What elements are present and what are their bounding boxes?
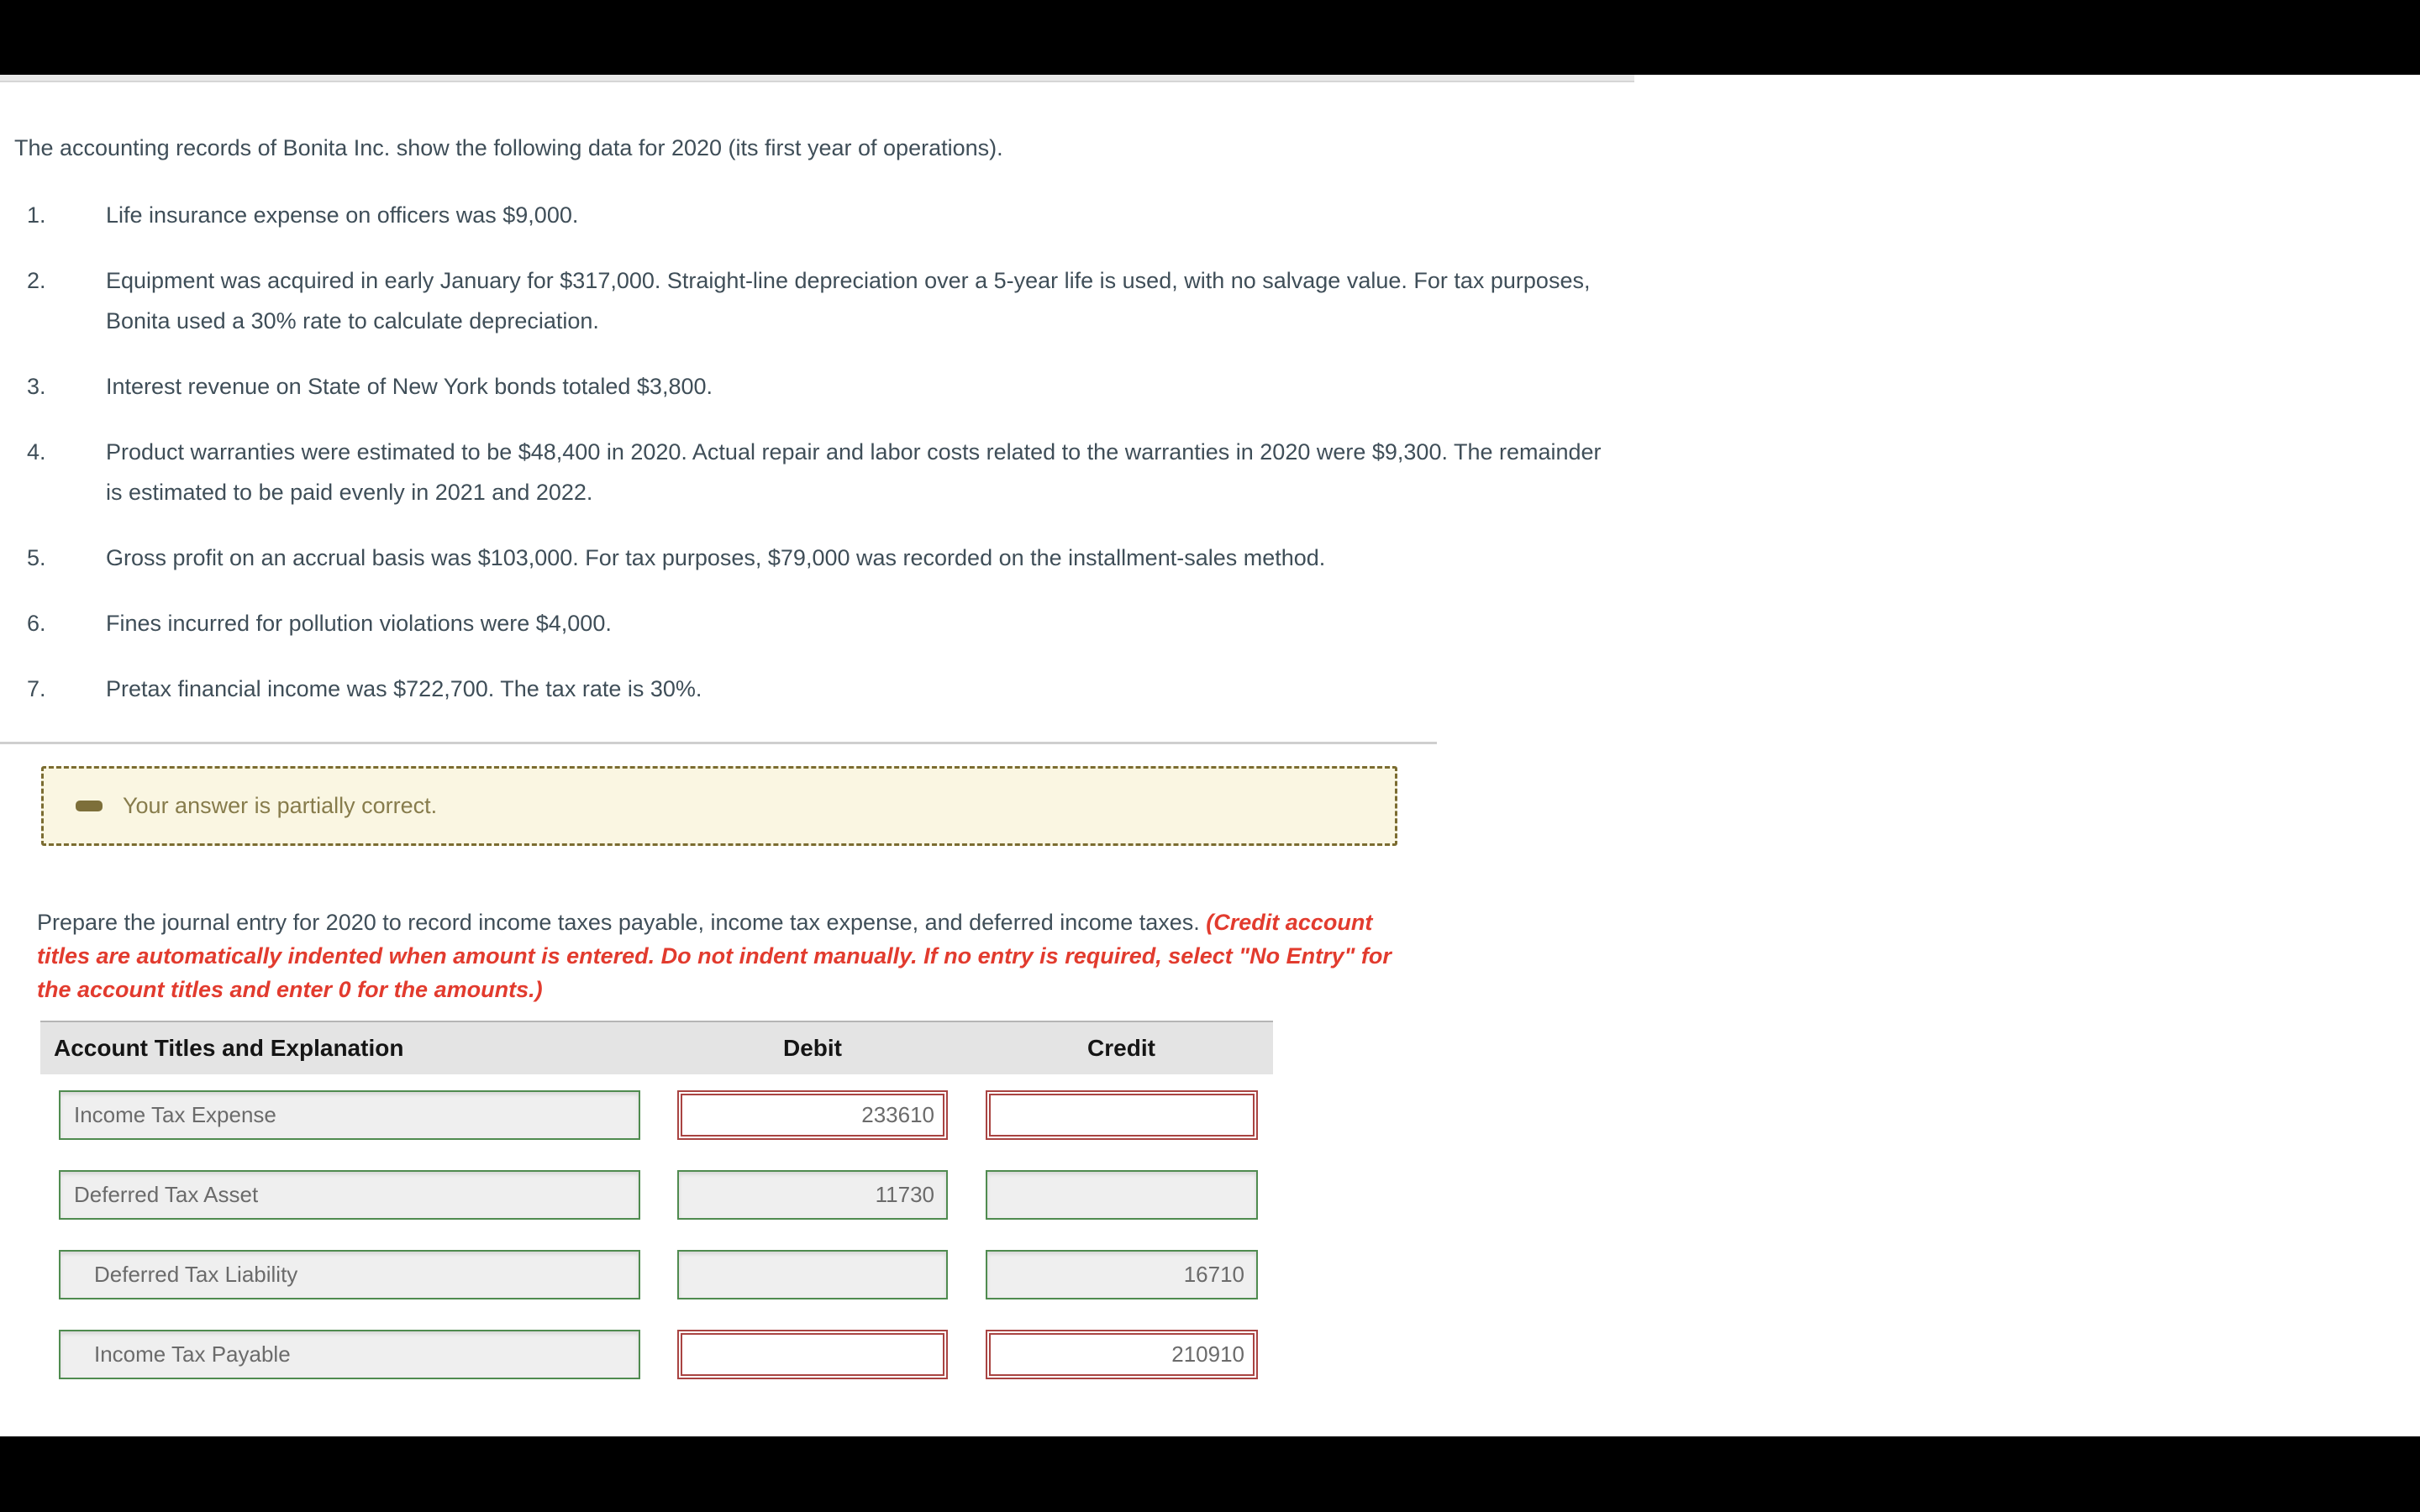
fact-item-7: 7. Pretax financial income was $722,700.… [27,669,1610,709]
bottom-letterbox-bar [0,1436,2420,1512]
fact-text: Product warranties were estimated to be … [106,439,1602,505]
credit-amount-input[interactable]: 16710 [986,1250,1258,1299]
credit-amount-input[interactable] [986,1170,1258,1220]
instruction-normal-text: Prepare the journal entry for 2020 to re… [37,910,1207,935]
minus-icon [76,801,103,811]
fact-item-6: 6. Fines incurred for pollution violatio… [27,603,1610,643]
fact-text: Interest revenue on State of New York bo… [106,374,713,399]
fact-text: Gross profit on an accrual basis was $10… [106,545,1326,570]
debit-amount-input[interactable]: 233610 [677,1090,948,1140]
fact-text: Equipment was acquired in early January … [106,268,1591,333]
fact-text: Pretax financial income was $722,700. Th… [106,676,702,701]
fact-number: 4. [27,439,46,465]
journal-table-body: Income Tax Expense 233610 Deferred Tax A… [40,1090,1273,1410]
journal-row-4: Income Tax Payable 210910 [40,1330,1273,1379]
fact-number: 6. [27,611,46,636]
debit-amount-input[interactable] [677,1250,948,1299]
problem-intro: The accounting records of Bonita Inc. sh… [14,135,1003,160]
credit-amount-input[interactable]: 210910 [986,1330,1258,1379]
fact-number: 7. [27,676,46,701]
debit-amount-input[interactable]: 11730 [677,1170,948,1220]
instruction-emphasis-text: (Credit account titles are automatically… [37,910,1392,1002]
fact-text: Fines incurred for pollution violations … [106,611,612,636]
credit-amount-input[interactable] [986,1090,1258,1140]
fact-item-4: 4. Product warranties were estimated to … [27,432,1610,512]
task-instruction: Prepare the journal entry for 2020 to re… [37,906,1405,1006]
alert-message: Your answer is partially correct. [123,793,438,818]
header-account-titles: Account Titles and Explanation [54,1035,404,1061]
fact-item-5: 5. Gross profit on an accrual basis was … [27,538,1610,578]
content-top-edge [0,75,1634,82]
account-title-select[interactable]: Income Tax Expense [59,1090,640,1140]
journal-table-header: Account Titles and Explanation Debit Cre… [40,1021,1273,1074]
fact-item-2: 2. Equipment was acquired in early Janua… [27,260,1610,341]
fact-number: 1. [27,202,46,228]
fact-text: Life insurance expense on officers was $… [106,202,579,228]
fact-number: 3. [27,374,46,399]
fact-number: 5. [27,545,46,570]
fact-item-3: 3. Interest revenue on State of New York… [27,366,1610,407]
fact-list: 1. Life insurance expense on officers wa… [27,195,1610,734]
journal-row-3: Deferred Tax Liability 16710 [40,1250,1273,1299]
account-title-select[interactable]: Deferred Tax Asset [59,1170,640,1220]
journal-row-1: Income Tax Expense 233610 [40,1090,1273,1140]
section-divider [0,742,1437,744]
top-letterbox-bar [0,0,2420,75]
journal-row-2: Deferred Tax Asset 11730 [40,1170,1273,1220]
account-title-select[interactable]: Income Tax Payable [59,1330,640,1379]
header-debit: Debit [783,1035,842,1061]
fact-number: 2. [27,268,46,293]
header-credit: Credit [1087,1035,1155,1061]
debit-amount-input[interactable] [677,1330,948,1379]
partially-correct-alert: Your answer is partially correct. [41,766,1397,846]
fact-item-1: 1. Life insurance expense on officers wa… [27,195,1610,235]
account-title-select[interactable]: Deferred Tax Liability [59,1250,640,1299]
